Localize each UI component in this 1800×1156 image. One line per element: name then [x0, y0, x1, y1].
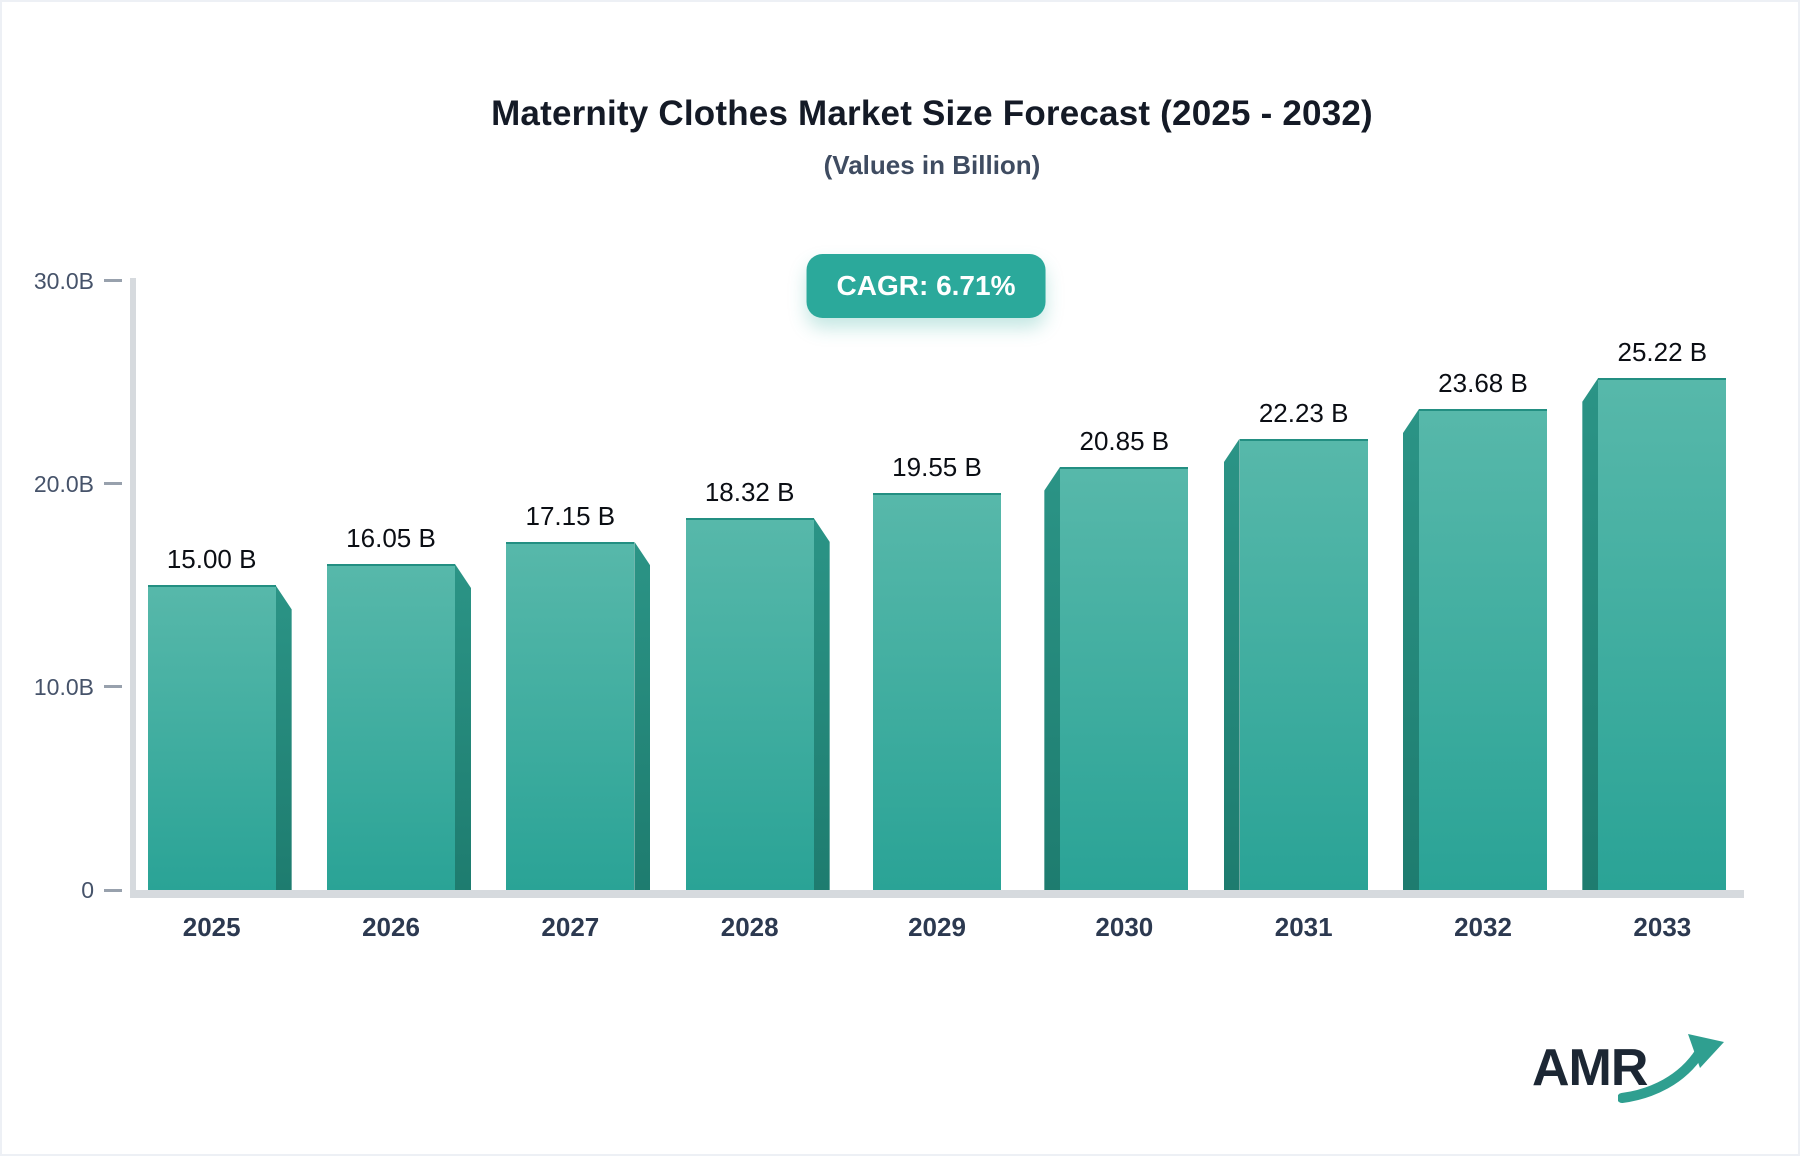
x-axis-baseline	[130, 890, 1744, 898]
x-tick-label-2027: 2027	[541, 912, 600, 942]
bar-2030[interactable]	[1060, 466, 1189, 890]
bar-2029[interactable]	[873, 492, 1001, 890]
bar-2026-side-face	[455, 564, 471, 890]
y-axis-line	[130, 278, 136, 898]
bar-2027[interactable]	[506, 541, 635, 890]
x-tick-label-2028: 2028	[720, 912, 779, 942]
bar-2026[interactable]	[327, 564, 455, 890]
x-tick-label-2032: 2032	[1454, 912, 1512, 942]
bar-2033[interactable]	[1598, 377, 1727, 890]
y-tick-mark	[104, 888, 122, 892]
x-tick-label-2025: 2025	[182, 912, 241, 942]
x-tick-label-2026: 2026	[362, 912, 420, 942]
bar-2028-side-face	[813, 517, 830, 890]
y-tick-mark	[104, 685, 122, 689]
amr-logo-text: AMR	[1532, 1039, 1648, 1097]
bar-value-label-2025: 15.00 B	[166, 544, 257, 575]
y-tick-mark	[104, 482, 122, 486]
bar-2025[interactable]	[147, 585, 276, 890]
bar-value-label-2027: 17.15 B	[525, 500, 616, 531]
chart-title: Maternity Clothes Market Size Forecast (…	[491, 94, 1373, 133]
bar-value-label-2028: 18.32 B	[704, 476, 795, 507]
x-tick-label-2031: 2031	[1274, 912, 1333, 942]
y-tick-label: 10.0B	[33, 673, 94, 700]
x-tick-label-2029: 2029	[908, 912, 966, 942]
bar-2032[interactable]	[1419, 409, 1547, 890]
bar-value-label-2030: 20.85 B	[1079, 425, 1170, 456]
y-tick-label: 20.0B	[33, 470, 94, 497]
bar-value-label-2029: 19.55 B	[892, 451, 982, 482]
bar-2032-side-face	[1403, 409, 1419, 890]
amr-logo: AMR	[1532, 1032, 1752, 1112]
x-tick-label-2033: 2033	[1633, 912, 1692, 942]
y-tick-label: 30.0B	[33, 267, 94, 294]
bar-value-label-2031: 22.23 B	[1258, 397, 1349, 428]
bar-2031-side-face	[1223, 438, 1240, 890]
bar-value-label-2033: 25.22 B	[1617, 336, 1708, 367]
trend-up-arrow-icon	[1618, 1034, 1724, 1103]
bar-2025-side-face	[275, 585, 292, 890]
y-tick-mark	[104, 279, 122, 283]
x-tick-label-2030: 2030	[1095, 912, 1154, 942]
bar-2028[interactable]	[685, 517, 814, 890]
cagr-badge: CAGR: 6.71%	[806, 254, 1046, 318]
bar-2030-side-face	[1044, 466, 1061, 890]
y-tick-label: 0	[81, 877, 94, 903]
bar-value-label-2026: 16.05 B	[346, 523, 436, 554]
chart-subtitle: (Values in Billion)	[823, 150, 1041, 180]
bar-2027-side-face	[634, 541, 651, 890]
bar-2033-side-face	[1582, 377, 1599, 890]
bar-2031[interactable]	[1239, 438, 1368, 890]
bar-value-label-2032: 23.68 B	[1438, 368, 1528, 399]
